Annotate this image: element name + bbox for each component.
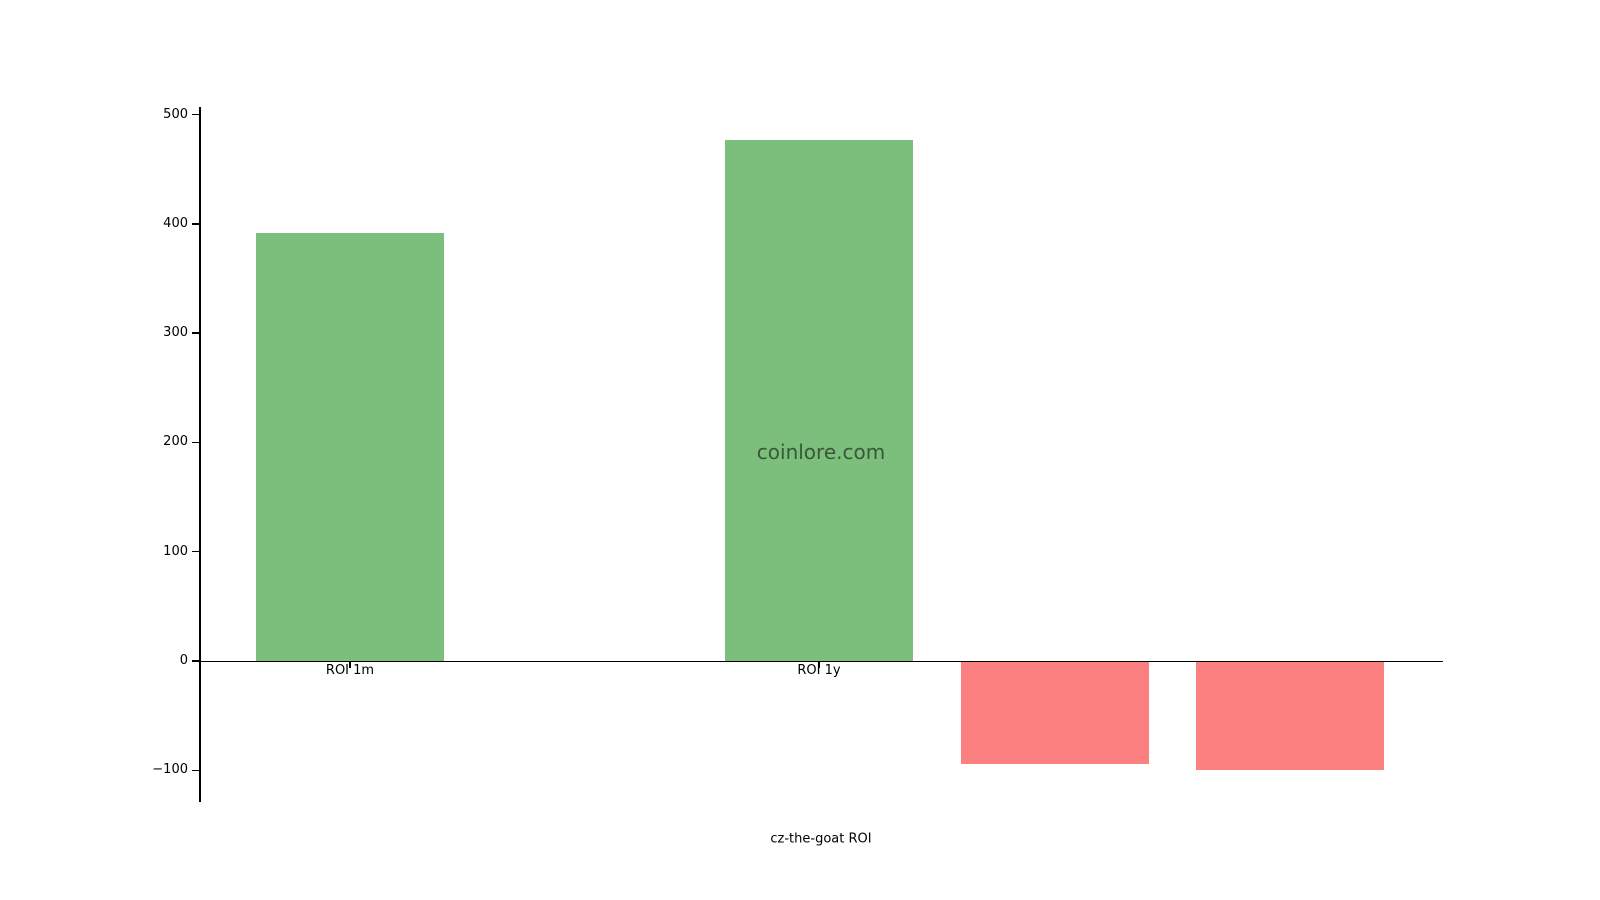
y-tick-mark xyxy=(192,660,199,662)
y-tick-label: 400 xyxy=(163,215,188,231)
chart-title: cz-the-goat ROI xyxy=(770,831,872,847)
y-tick-mark xyxy=(192,332,199,334)
y-tick-mark xyxy=(192,113,199,116)
y-tick-label: 0 xyxy=(179,653,188,668)
bar-unlabeled-3 xyxy=(1196,661,1384,771)
y-tick-mark xyxy=(192,441,199,444)
x-tick-mark xyxy=(349,661,351,668)
y-axis-spine xyxy=(199,107,201,802)
x-tick-label-roi-1y: ROI 1y xyxy=(797,663,841,678)
x-tick-mark xyxy=(818,661,820,668)
bar-roi-1m xyxy=(256,232,444,661)
x-tick-label-roi-1m: ROI 1m xyxy=(325,663,375,678)
y-tick-label: 200 xyxy=(163,434,188,450)
y-tick-mark xyxy=(192,223,199,225)
y-tick-label: 500 xyxy=(163,106,188,122)
y-tick-mark xyxy=(192,769,199,772)
y-tick-mark xyxy=(192,550,199,553)
y-tick-label: 100 xyxy=(163,543,188,559)
y-tick-label: 300 xyxy=(163,325,188,341)
watermark: coinlore.com xyxy=(756,440,886,464)
y-tick-label: −100 xyxy=(152,762,188,778)
bar-roi-1y xyxy=(725,139,913,661)
bar-unlabeled-2 xyxy=(961,661,1149,764)
x-axis-zero-line xyxy=(199,660,1443,662)
